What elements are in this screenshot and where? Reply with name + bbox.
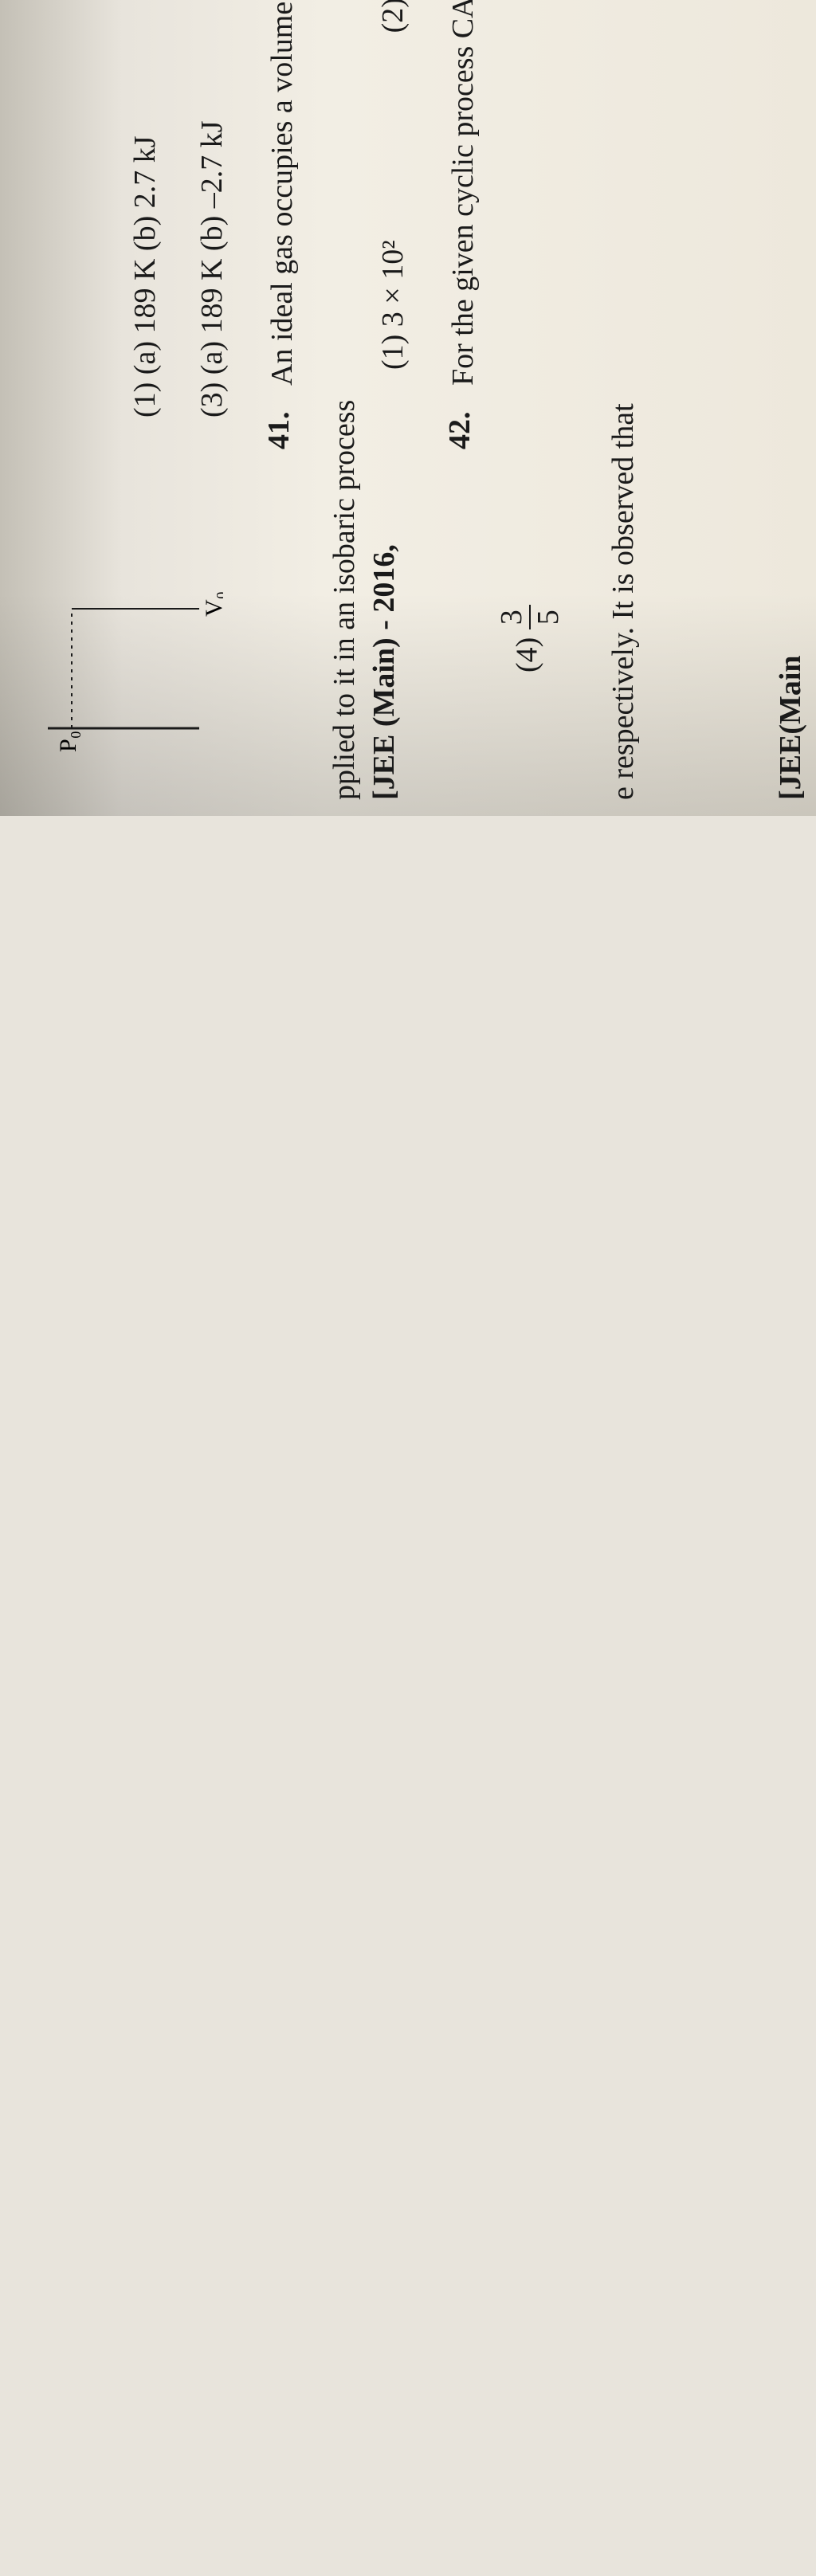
q42-opt4-frac: 3 5: [494, 605, 566, 629]
pv-svg: P₀ V₀: [32, 545, 223, 752]
pv-small-figure: P₀ V₀: [32, 545, 227, 752]
q42-opt4-den: 5: [531, 605, 566, 629]
q42-number: 42.: [442, 402, 477, 449]
q41-opt1: (1) 3 × 10²: [375, 240, 410, 370]
q41-number: 41.: [261, 402, 296, 449]
frag-isobaric: pplied to it in an isobaric process: [327, 400, 362, 800]
q40-opt3: (3) (a) 189 K (b) –2.7 kJ: [194, 120, 230, 418]
q40-opt1: (1) (a) 189 K (b) 2.7 kJ: [128, 135, 163, 418]
q41-opt2: (2) 10⁸ J: [375, 0, 410, 33]
q42-opt4-num: 3: [494, 605, 531, 629]
p0-label: P₀: [55, 731, 81, 752]
frag-2016: [JEE (Main) - 2016,: [367, 544, 402, 800]
frag-jeemain: [JEE(Main: [773, 655, 808, 800]
frag-respectively: e respectively. It is observed that: [606, 403, 641, 800]
q42-opt4-pre: (4): [511, 629, 544, 672]
q42-text: For the given cyclic process CAB as show…: [442, 0, 484, 386]
q41-text: An ideal gas occupies a volume of 2m³ at…: [261, 0, 304, 386]
v0-label: V₀: [201, 591, 223, 617]
q42-opt4: (4) 3 5: [494, 605, 566, 672]
